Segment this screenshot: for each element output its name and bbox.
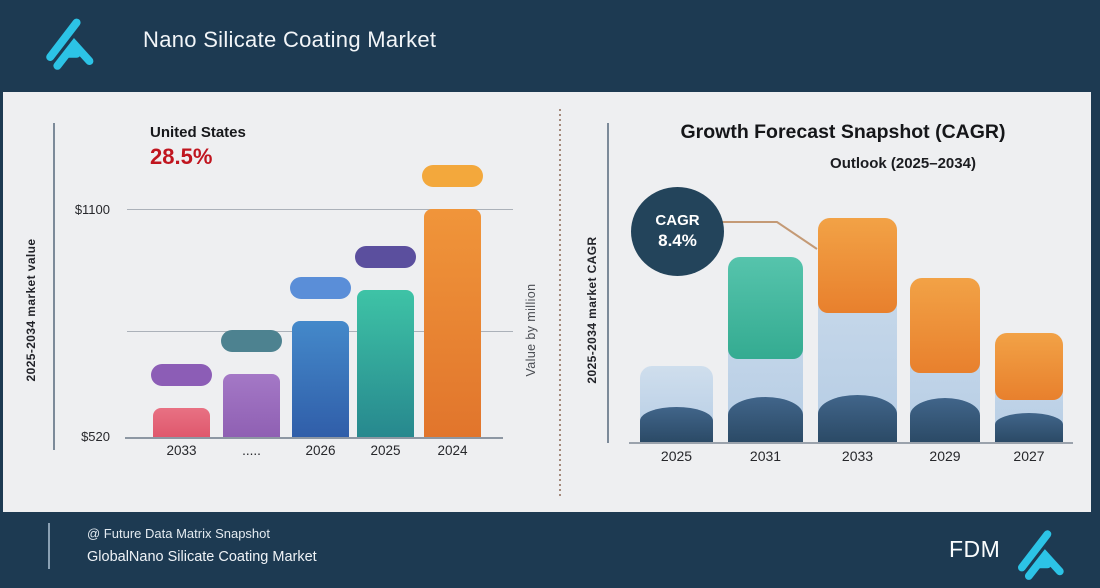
footer-subject-text: GlobalNano Silicate Coating Market: [87, 549, 317, 565]
right-chart-xtick: 2025: [660, 448, 693, 464]
page-title: Nano Silicate Coating Market: [143, 27, 437, 52]
right-bar-segment-orange: [910, 278, 980, 373]
left-chart-xtick: 2025: [370, 443, 401, 458]
right-bar-segment-orange: [818, 218, 897, 313]
right-chart-x-axis-line: [629, 442, 1073, 444]
right-chart-xtick: 2027: [1013, 448, 1045, 464]
right-chart-xtick: 2033: [841, 448, 874, 464]
left-chart-y-axis-title: 2025-2034 market value: [24, 238, 38, 382]
right-bar-segment-navy: [910, 398, 980, 442]
left-chart-ytick-top: $1100: [74, 202, 110, 217]
logo-long-stroke: [1017, 530, 1052, 572]
footer-brand-text: FDM: [949, 536, 1001, 562]
right-bar-segment-navy: [818, 395, 897, 442]
right-bar-2025: [640, 365, 713, 442]
right-bar-2031: [728, 256, 803, 442]
logo-long-stroke: [46, 18, 81, 61]
left-chart-xtick: 2026: [305, 443, 336, 458]
left-chart-xtick: 2033: [166, 443, 197, 458]
right-chart-subtitle: Outlook (2025–2034): [830, 155, 976, 172]
right-bar-2029: [910, 278, 980, 442]
fdm-arrow-logo-icon: [46, 18, 94, 70]
left-bar-cap-2025: [355, 245, 416, 268]
cagr-badge-label: CAGR: [655, 211, 700, 229]
left-bar-cap-2033: [151, 363, 212, 386]
left-chart-xtick: 2024: [437, 443, 468, 458]
right-bar-segment-teal: [728, 256, 803, 359]
left-bar-2024: [424, 209, 481, 437]
footer-credit-text: @ Future Data Matrix Snapshot: [87, 526, 270, 541]
footer-divider-line: [48, 523, 50, 569]
left-chart-cagr-value: 28.5%: [150, 144, 213, 169]
left-bar-cap-2024: [422, 165, 483, 187]
left-bar-2026: [292, 321, 349, 437]
left-chart-ytick-bottom: $520: [81, 429, 110, 444]
left-bar-2025: [357, 289, 414, 437]
left-bar-cap-.....: [221, 330, 282, 353]
left-bar-.....: [223, 374, 280, 437]
right-chart-y-axis-title: 2025-2034 market CAGR: [585, 236, 599, 384]
left-chart-region-label: United States: [150, 124, 246, 141]
footer-bar: @ Future Data Matrix Snapshot GlobalNano…: [0, 512, 1100, 588]
right-bar-segment-navy: [728, 397, 803, 442]
left-chart-x-axis-line: [125, 437, 503, 439]
logo-chevron-stroke: [1024, 549, 1064, 580]
right-bar-segment-navy: [995, 413, 1063, 442]
panel-divider-dotted-line: [559, 109, 561, 497]
charts-panel: United States 28.5% $1100 $520 2025-2034…: [3, 92, 1091, 512]
left-bar-cap-2026: [290, 277, 351, 300]
fdm-arrow-logo-icon-footer: [1017, 530, 1064, 580]
logo-chevron-stroke: [53, 37, 94, 70]
right-chart-y-axis-line: [607, 123, 609, 443]
right-bar-segment-navy: [640, 407, 713, 442]
left-chart-xtick: .....: [242, 443, 261, 458]
left-chart-gridline-1100: [127, 209, 513, 210]
left-chart-value-axis-title: Value by million: [524, 283, 538, 377]
right-bar-segment-orange: [995, 333, 1063, 401]
cagr-badge-value: 8.4%: [658, 231, 697, 251]
right-chart-xtick: 2029: [929, 448, 961, 464]
right-chart-title: Growth Forecast Snapshot (CAGR): [680, 121, 1006, 143]
right-chart-xtick: 2031: [749, 448, 782, 464]
right-bar-2027: [995, 333, 1063, 442]
left-bar-2033: [153, 407, 210, 437]
left-chart-y-axis-line: [53, 123, 55, 450]
cagr-badge: CAGR 8.4%: [631, 187, 724, 276]
right-bar-2033: [818, 218, 897, 442]
